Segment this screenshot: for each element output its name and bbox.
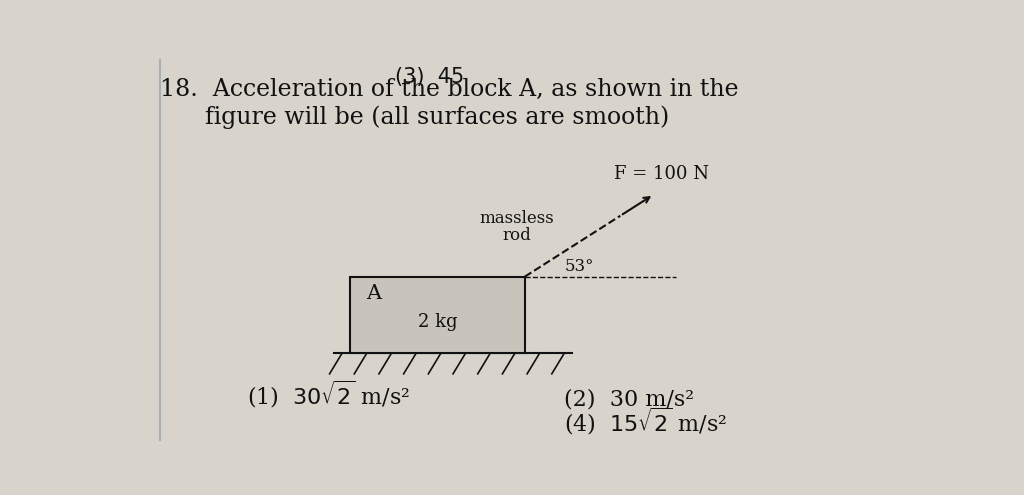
Text: (4)  $15\sqrt{2}$ m/s²: (4) $15\sqrt{2}$ m/s² xyxy=(564,405,727,437)
Text: rod: rod xyxy=(503,227,531,245)
Text: massless: massless xyxy=(479,210,554,227)
Text: 2 kg: 2 kg xyxy=(418,313,458,331)
Text: 53°: 53° xyxy=(564,258,594,275)
Text: 18.  Acceleration of the block A, as shown in the
      figure will be (all surf: 18. Acceleration of the block A, as show… xyxy=(160,78,738,129)
Text: (3)  45: (3) 45 xyxy=(395,67,464,87)
Text: A: A xyxy=(367,284,381,303)
Text: F = 100 N: F = 100 N xyxy=(614,165,710,183)
Text: (1)  $30\sqrt{2}$ m/s²: (1) $30\sqrt{2}$ m/s² xyxy=(247,379,410,410)
Bar xyxy=(350,277,524,353)
Text: (2)  30 m/s²: (2) 30 m/s² xyxy=(564,388,694,410)
